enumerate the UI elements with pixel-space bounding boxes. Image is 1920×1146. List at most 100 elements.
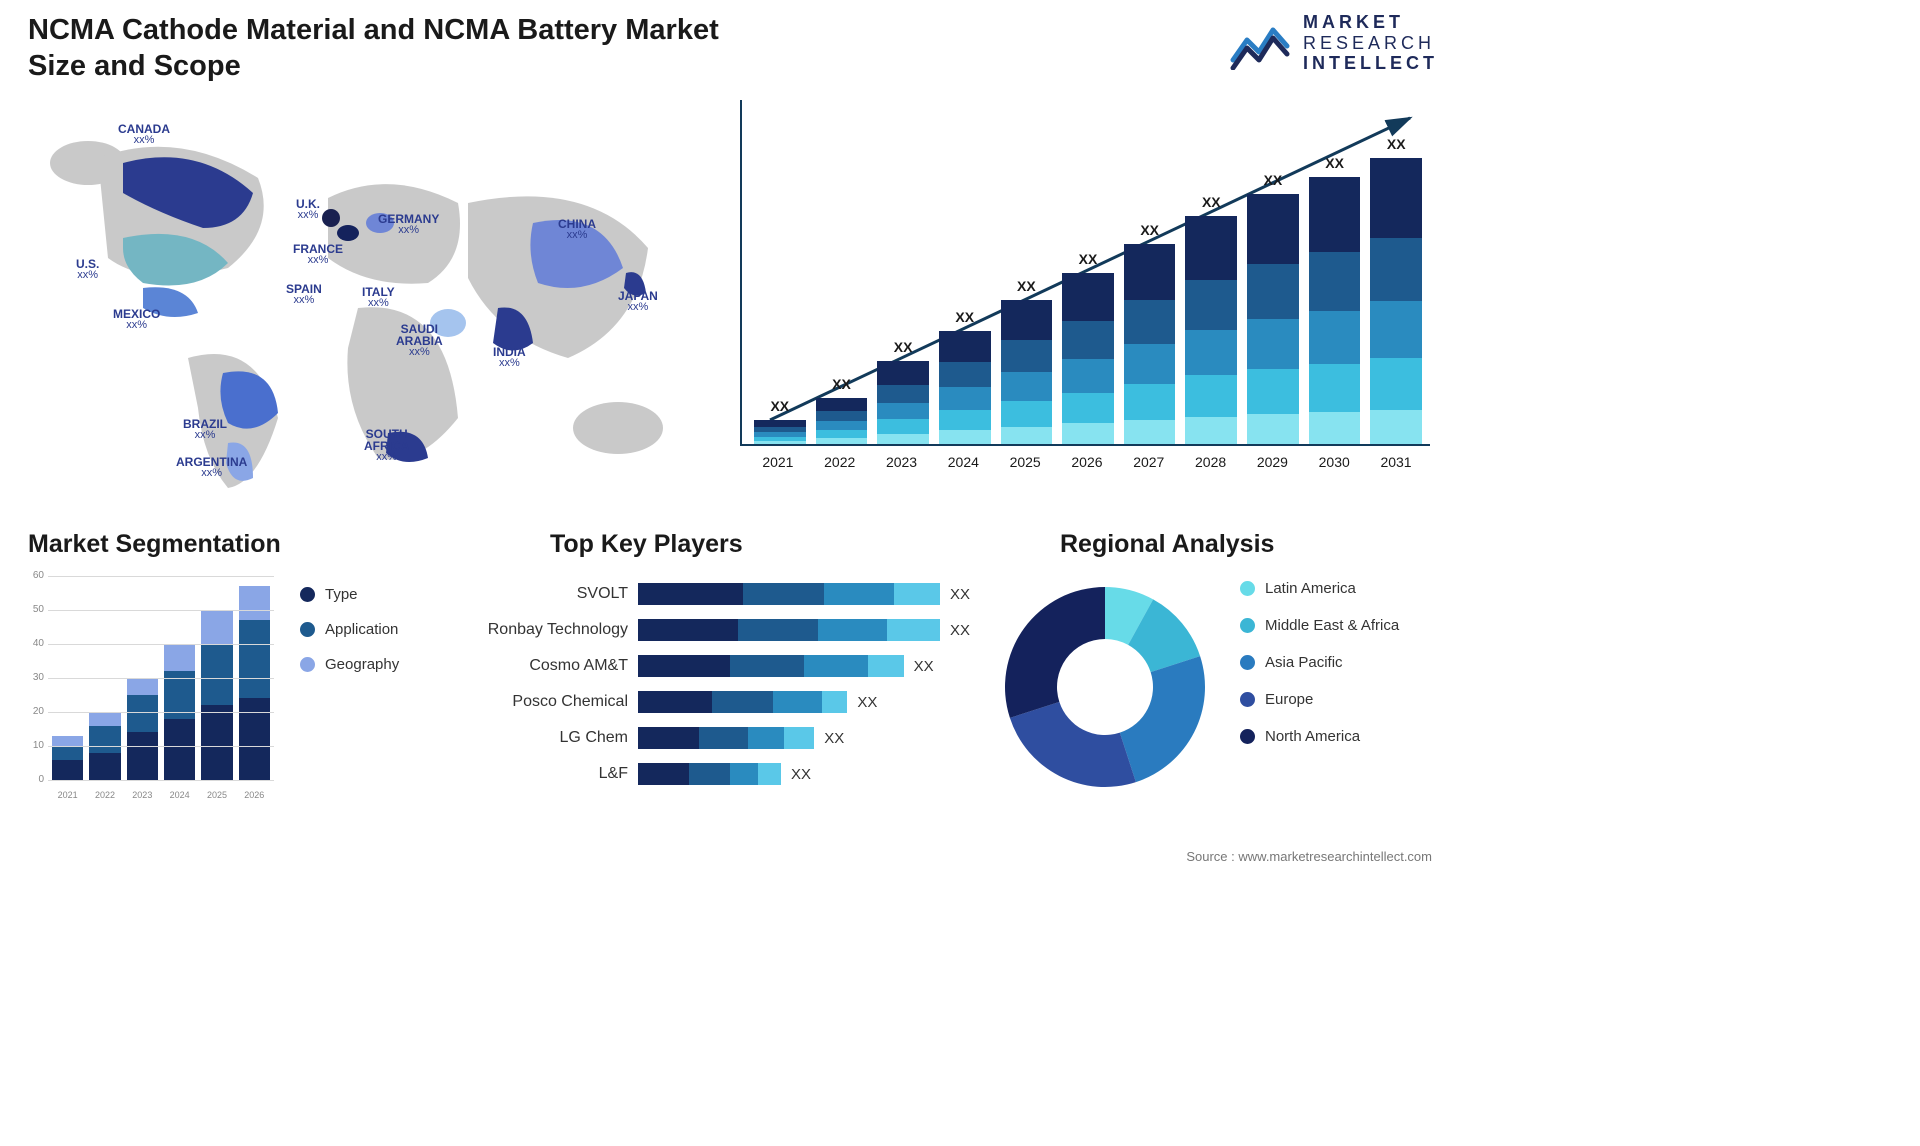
map-label: U.K.xx% [296, 198, 320, 221]
main-bar: XX [1001, 300, 1053, 444]
seg-xlabel: 2024 [164, 790, 195, 800]
main-bar: XX [877, 361, 929, 444]
map-label: CANADAxx% [118, 123, 170, 146]
seg-ylabel: 60 [28, 570, 44, 581]
main-bar: XX [939, 331, 991, 444]
player-name: Posco Chemical [460, 693, 628, 711]
map-label: ITALYxx% [362, 286, 395, 309]
player-name: Cosmo AM&T [460, 657, 628, 675]
player-row: Posco Chemical XX [460, 684, 970, 720]
map-label: GERMANYxx% [378, 213, 439, 236]
main-bar: XX [1309, 177, 1361, 444]
donut-slice [1010, 702, 1136, 787]
seg-ylabel: 30 [28, 672, 44, 683]
player-row: SVOLT XX [460, 576, 970, 612]
main-bar: XX [1370, 158, 1422, 444]
seg-xlabel: 2021 [52, 790, 83, 800]
map-label: SPAINxx% [286, 283, 322, 306]
main-bar-xlabel: 2021 [752, 454, 804, 470]
seg-legend-item: Type [300, 586, 399, 603]
main-bar-xlabel: 2026 [1061, 454, 1113, 470]
map-label: SAUDIARABIAxx% [396, 323, 443, 358]
regional-legend-item: Latin America [1240, 580, 1440, 597]
seg-ylabel: 50 [28, 604, 44, 615]
donut-slice [1005, 587, 1105, 718]
seg-xlabel: 2026 [239, 790, 270, 800]
seg-legend-item: Application [300, 621, 399, 638]
main-bar-xlabel: 2031 [1370, 454, 1422, 470]
main-bar-xlabel: 2023 [876, 454, 928, 470]
header: NCMA Cathode Material and NCMA Battery M… [28, 12, 1438, 85]
page-title: NCMA Cathode Material and NCMA Battery M… [28, 12, 728, 85]
main-bar-xlabel: 2025 [999, 454, 1051, 470]
regional-legend-item: Asia Pacific [1240, 654, 1440, 671]
main-bar: XX [816, 398, 868, 444]
seg-bar [201, 610, 232, 780]
player-name: Ronbay Technology [460, 621, 628, 639]
section-title-players: Top Key Players [550, 530, 743, 559]
map-label: ARGENTINAxx% [176, 456, 247, 479]
regional-legend: Latin America Middle East & Africa Asia Pa… [1240, 580, 1440, 745]
segmentation-chart: 0 10 20 30 40 50 60 2021 2022 2023 2024 2025 2026 [28, 572, 278, 802]
map-label: MEXICOxx% [113, 308, 160, 331]
logo-icon [1229, 16, 1293, 70]
map-label: JAPANxx% [618, 290, 658, 313]
player-value: XX [824, 730, 844, 747]
donut-svg [990, 572, 1220, 802]
player-name: LG Chem [460, 729, 628, 747]
main-bar: XX [1185, 216, 1237, 444]
player-row: L&F XX [460, 756, 970, 792]
seg-xlabel: 2023 [127, 790, 158, 800]
seg-bar [127, 678, 158, 780]
player-row: LG Chem XX [460, 720, 970, 756]
player-row: Ronbay Technology XX [460, 612, 970, 648]
map-label: U.S.xx% [76, 258, 99, 281]
main-bar: XX [1062, 273, 1114, 444]
map-label: CHINAxx% [558, 218, 596, 241]
seg-bar [239, 586, 270, 780]
regional-legend-item: Middle East & Africa [1240, 617, 1440, 634]
main-bar-xlabel: 2022 [814, 454, 866, 470]
regional-legend-item: Europe [1240, 691, 1440, 708]
player-value: XX [914, 658, 934, 675]
main-bar-xlabel: 2027 [1123, 454, 1175, 470]
brand-logo: MARKET RESEARCH INTELLECT [1229, 12, 1438, 74]
main-bar-xlabel: 2028 [1185, 454, 1237, 470]
player-value: XX [950, 622, 970, 639]
seg-xlabel: 2025 [201, 790, 232, 800]
main-bar-axis: XXXXXXXXXXXXXXXXXXXXXX [740, 100, 1430, 446]
player-row: Cosmo AM&T XX [460, 648, 970, 684]
player-value: XX [950, 586, 970, 603]
seg-ylabel: 0 [28, 774, 44, 785]
source-attribution: Source : www.marketresearchintellect.com [1186, 849, 1432, 864]
logo-text: MARKET RESEARCH INTELLECT [1303, 12, 1438, 74]
segmentation-legend: Type Application Geography [300, 586, 399, 673]
seg-ylabel: 10 [28, 740, 44, 751]
seg-ylabel: 20 [28, 706, 44, 717]
map-label: INDIAxx% [493, 346, 526, 369]
regional-donut [990, 572, 1220, 802]
player-name: SVOLT [460, 585, 628, 603]
map-label: FRANCExx% [293, 243, 343, 266]
main-bar-xlabel: 2024 [937, 454, 989, 470]
donut-slice [1120, 656, 1205, 782]
section-title-regional: Regional Analysis [1060, 530, 1274, 559]
map-label: BRAZILxx% [183, 418, 227, 441]
seg-legend-item: Geography [300, 656, 399, 673]
main-bar: XX [754, 420, 806, 444]
main-bar-chart: XXXXXXXXXXXXXXXXXXXXXX 20212022202320242… [740, 100, 1430, 470]
map-label: SOUTHAFRICAxx% [364, 428, 409, 463]
main-bar-xlabel: 2030 [1308, 454, 1360, 470]
seg-bar [52, 736, 83, 780]
section-title-segmentation: Market Segmentation [28, 530, 281, 559]
world-map: CANADAxx% U.S.xx% MEXICOxx% BRAZILxx% ARGENT… [28, 108, 688, 508]
player-value: XX [857, 694, 877, 711]
seg-xlabel: 2022 [89, 790, 120, 800]
main-bar: XX [1124, 244, 1176, 444]
seg-ylabel: 40 [28, 638, 44, 649]
player-value: XX [791, 766, 811, 783]
main-bar: XX [1247, 194, 1299, 444]
player-name: L&F [460, 765, 628, 783]
main-bar-xlabel: 2029 [1247, 454, 1299, 470]
regional-legend-item: North America [1240, 728, 1440, 745]
